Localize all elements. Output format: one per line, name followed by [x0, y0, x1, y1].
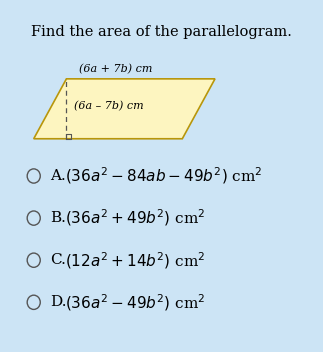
Text: D.: D. [50, 295, 67, 309]
Text: $(36a^2 + 49b^2)$ cm$^2$: $(36a^2 + 49b^2)$ cm$^2$ [65, 208, 205, 228]
Text: B.: B. [50, 211, 66, 225]
Text: A.: A. [50, 169, 66, 183]
Text: Find the area of the parallelogram.: Find the area of the parallelogram. [31, 25, 292, 39]
Text: $(36a^2 - 49b^2)$ cm$^2$: $(36a^2 - 49b^2)$ cm$^2$ [65, 292, 205, 313]
Text: (6a + 7b) cm: (6a + 7b) cm [79, 64, 152, 74]
Polygon shape [34, 79, 215, 139]
Text: $(12a^2 + 14b^2)$ cm$^2$: $(12a^2 + 14b^2)$ cm$^2$ [65, 250, 205, 271]
Text: $(36a^2 - 84ab - 49b^2)$ cm$^2$: $(36a^2 - 84ab - 49b^2)$ cm$^2$ [65, 166, 263, 186]
Text: (6a – 7b) cm: (6a – 7b) cm [74, 101, 143, 112]
Text: C.: C. [50, 253, 66, 267]
